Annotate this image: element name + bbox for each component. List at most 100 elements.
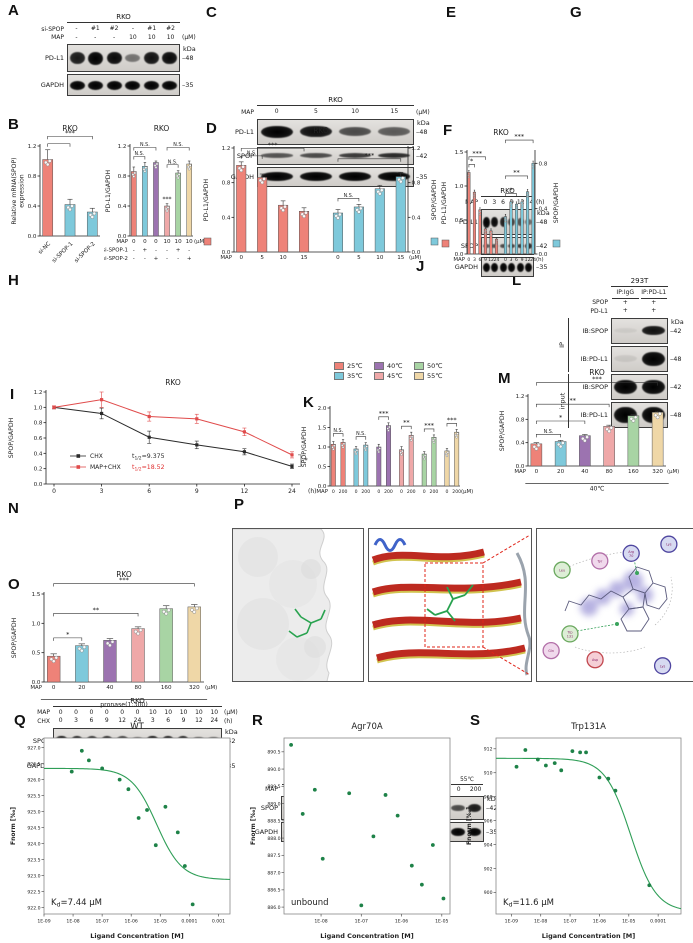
svg-text:20: 20 (557, 469, 565, 475)
svg-text:1E-05: 1E-05 (435, 919, 448, 925)
svg-text:0.5: 0.5 (455, 218, 464, 224)
svg-text:WT: WT (130, 722, 144, 732)
svg-text:-: - (155, 248, 157, 254)
svg-text:925.5: 925.5 (27, 793, 40, 799)
svg-text:N.S.: N.S. (168, 159, 178, 165)
svg-text:MAP: MAP (30, 685, 42, 691)
svg-text:3: 3 (473, 257, 476, 263)
svg-text:MAP: MAP (220, 255, 232, 261)
svg-text:-: - (177, 256, 179, 262)
svg-text:***: *** (119, 576, 130, 584)
structure-ribbon-view (368, 528, 532, 682)
svg-text:MAP: MAP (514, 469, 526, 475)
svg-text:0.2: 0.2 (34, 467, 43, 473)
svg-text:MAP: MAP (453, 257, 465, 263)
svg-text:SPOP/GAPDH: SPOP/GAPDH (431, 179, 438, 220)
panel-letter-f: F (443, 122, 453, 139)
svg-text:N.S.: N.S. (247, 150, 257, 156)
svg-text:200: 200 (361, 489, 370, 495)
svg-text:(μM): (μM) (461, 489, 473, 495)
svg-text:12: 12 (241, 488, 249, 495)
svg-text:**: ** (513, 168, 520, 176)
svg-text:1.5: 1.5 (318, 426, 327, 432)
panel-letter-p: P (234, 496, 245, 513)
svg-text:0.8: 0.8 (412, 181, 421, 187)
svg-text:RKO: RKO (589, 368, 605, 377)
svg-text:9: 9 (484, 257, 487, 263)
svg-text:0: 0 (143, 239, 147, 245)
svg-text:6: 6 (515, 257, 518, 263)
svg-text:Agr70A: Agr70A (351, 722, 383, 732)
svg-text:0.6: 0.6 (34, 436, 43, 442)
svg-text:10: 10 (175, 239, 183, 245)
svg-text:***: *** (424, 421, 435, 429)
svg-text:10: 10 (163, 239, 171, 245)
svg-text:1.0: 1.0 (32, 621, 41, 627)
svg-text:***: *** (364, 151, 375, 159)
ligand-sticks (426, 584, 474, 622)
svg-text:(μM): (μM) (194, 239, 206, 245)
svg-text:***: *** (163, 196, 172, 203)
svg-text:0: 0 (467, 257, 470, 263)
svg-text:5: 5 (260, 255, 264, 261)
svg-text:131: 131 (567, 634, 573, 638)
svg-text:200: 200 (430, 489, 439, 495)
svg-text:40℃: 40℃ (590, 486, 605, 493)
svg-text:888.0: 888.0 (267, 836, 280, 842)
svg-text:0.8: 0.8 (539, 161, 548, 167)
svg-text:unbound: unbound (291, 898, 329, 908)
svg-text:1E-07: 1E-07 (563, 919, 576, 925)
panel-letter-s: S (470, 712, 481, 729)
svg-text:si-SPOP-1: si-SPOP-1 (104, 248, 128, 254)
svg-text:+: + (154, 256, 159, 262)
svg-text:MAP+CHX: MAP+CHX (90, 464, 121, 471)
panel-letter-b: B (8, 116, 19, 133)
svg-text:1E-05: 1E-05 (622, 919, 635, 925)
svg-text:912: 912 (484, 747, 493, 753)
svg-text:10: 10 (376, 255, 384, 261)
svg-text:RKO: RKO (116, 570, 132, 579)
svg-text:908: 908 (484, 794, 493, 800)
svg-text:0: 0 (535, 469, 539, 475)
svg-text:2.0: 2.0 (318, 406, 327, 412)
svg-text:N.S.: N.S. (140, 142, 150, 148)
svg-text:Kd=7.44 μM: Kd=7.44 μM (51, 898, 102, 909)
svg-text:Trp: Trp (566, 630, 572, 634)
svg-text:1.2: 1.2 (34, 390, 43, 396)
svg-text:0.4: 0.4 (34, 451, 43, 457)
svg-text:320: 320 (189, 685, 200, 691)
svg-text:6: 6 (147, 488, 151, 495)
svg-text:MAP: MAP (116, 239, 128, 245)
svg-text:0.0: 0.0 (28, 234, 37, 240)
svg-text:24: 24 (530, 257, 536, 263)
svg-text:12: 12 (488, 257, 494, 263)
svg-text:(μM): (μM) (667, 469, 679, 475)
western-blot-map-dose: RKOMAP051015(μM)PD-L1–48kDaSPOP–42GAPDH–… (218, 96, 442, 187)
svg-text:1E-08: 1E-08 (314, 919, 327, 925)
svg-text:-: - (133, 256, 135, 262)
svg-text:9: 9 (195, 488, 199, 495)
western-blot-sispop-map: RKO si-SPOP - #1 #2- #1 #2 MAP - - -10 10 10 (μM) PD-L… (22, 13, 208, 96)
svg-text:PD-L1/GAPDH: PD-L1/GAPDH (441, 181, 448, 224)
svg-text:-: - (144, 256, 146, 262)
svg-text:RKO: RKO (62, 124, 78, 133)
svg-text:890.5: 890.5 (267, 750, 280, 756)
svg-text:889.5: 889.5 (267, 784, 280, 790)
svg-text:888.5: 888.5 (267, 819, 280, 825)
panel-letter-j: J (416, 258, 425, 275)
svg-text:926.5: 926.5 (27, 761, 40, 767)
svg-text:906: 906 (484, 818, 493, 824)
svg-text:Ligand Concentration [M]: Ligand Concentration [M] (90, 932, 184, 940)
svg-text:Ligand Concentration [M]: Ligand Concentration [M] (542, 932, 636, 940)
svg-text:-: - (188, 248, 190, 254)
ligand-skeleton (564, 566, 668, 632)
svg-text:910: 910 (484, 771, 493, 777)
panel-letter-h: H (8, 272, 19, 289)
svg-text:Asp: Asp (592, 658, 598, 662)
svg-text:3: 3 (510, 257, 513, 263)
svg-text:20: 20 (78, 685, 86, 691)
svg-text:1.0: 1.0 (34, 405, 43, 411)
panel-letter-g: G (570, 4, 582, 21)
